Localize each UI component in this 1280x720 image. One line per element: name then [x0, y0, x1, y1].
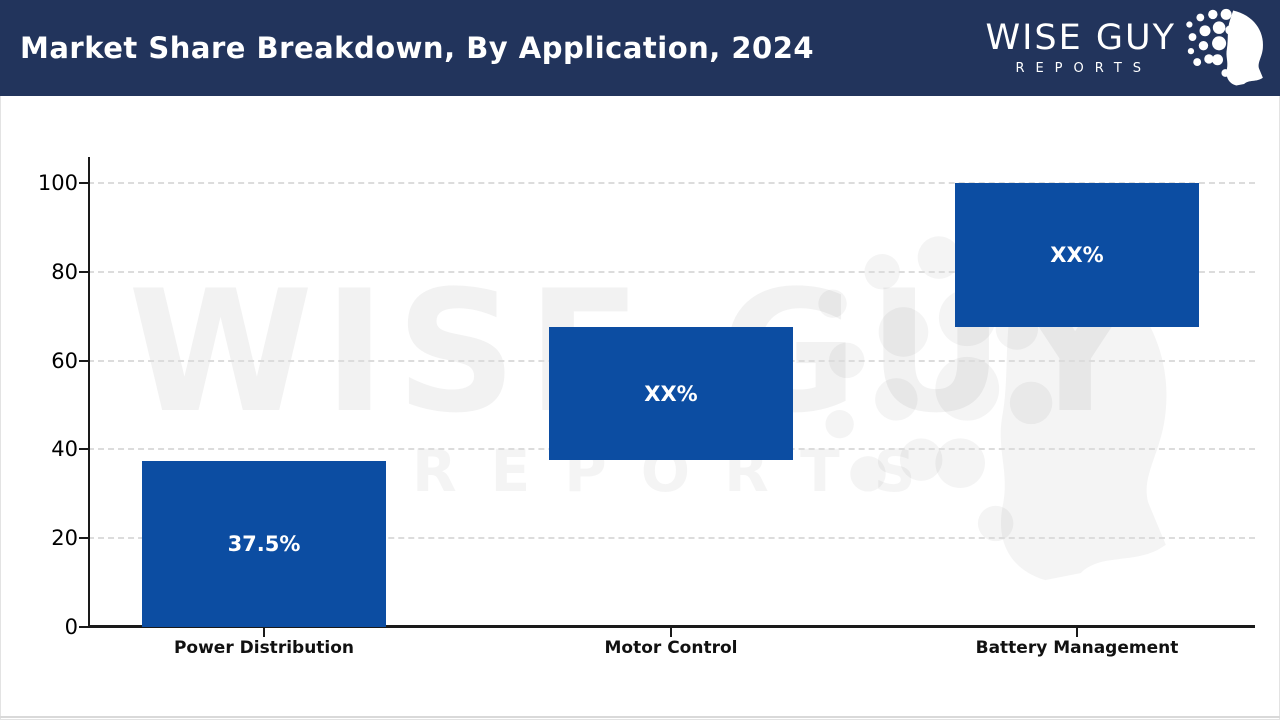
y-axis-tick-20	[79, 537, 88, 540]
x-axis-tick-1	[670, 628, 672, 637]
bar-value-label: 37.5%	[227, 531, 301, 556]
category-label-2: Battery Management	[975, 638, 1179, 658]
x-axis-line	[88, 625, 1255, 628]
dotted-head-icon	[1186, 8, 1264, 86]
y-axis-tick-80	[79, 270, 88, 273]
bar-battery-management: XX%	[955, 183, 1199, 328]
y-tick-label-60: 60	[51, 348, 78, 373]
x-axis-tick-0	[263, 628, 265, 637]
bar-motor-control: XX%	[549, 327, 793, 461]
y-tick-label-80: 80	[51, 259, 78, 284]
x-axis-tick-2	[1076, 628, 1078, 637]
gridline-100	[88, 182, 1255, 184]
bottom-rule	[0, 716, 1280, 718]
chart-title: Market Share Breakdown, By Application, …	[20, 31, 815, 65]
gridline-20	[88, 537, 1255, 540]
logo-text: WISE GUY REPORTS	[985, 18, 1176, 76]
y-axis-tick-100	[79, 182, 88, 184]
category-label-0: Power Distribution	[173, 638, 355, 658]
y-tick-label-20: 20	[51, 526, 78, 551]
wise-guy-reports-logo: WISE GUY REPORTS	[985, 6, 1266, 90]
bar-value-label: XX%	[644, 381, 698, 406]
y-axis-tick-40	[79, 448, 88, 451]
logo-wordmark: WISE GUY	[985, 18, 1176, 58]
y-tick-label-40: 40	[51, 437, 78, 462]
y-axis-line	[88, 157, 90, 627]
logo-subtitle: REPORTS	[1015, 61, 1153, 76]
gridline-80	[88, 270, 1255, 273]
category-label-1: Motor Control	[604, 638, 738, 658]
y-axis-tick-60	[79, 359, 88, 362]
y-axis-tick-0	[79, 626, 88, 628]
bar-power-distribution: 37.5%	[142, 460, 386, 627]
y-tick-label-0: 0	[64, 615, 78, 639]
title-bar: Market Share Breakdown, By Application, …	[0, 0, 1280, 96]
y-tick-label-100: 100	[37, 171, 78, 195]
bar-value-label: XX%	[1050, 243, 1104, 268]
